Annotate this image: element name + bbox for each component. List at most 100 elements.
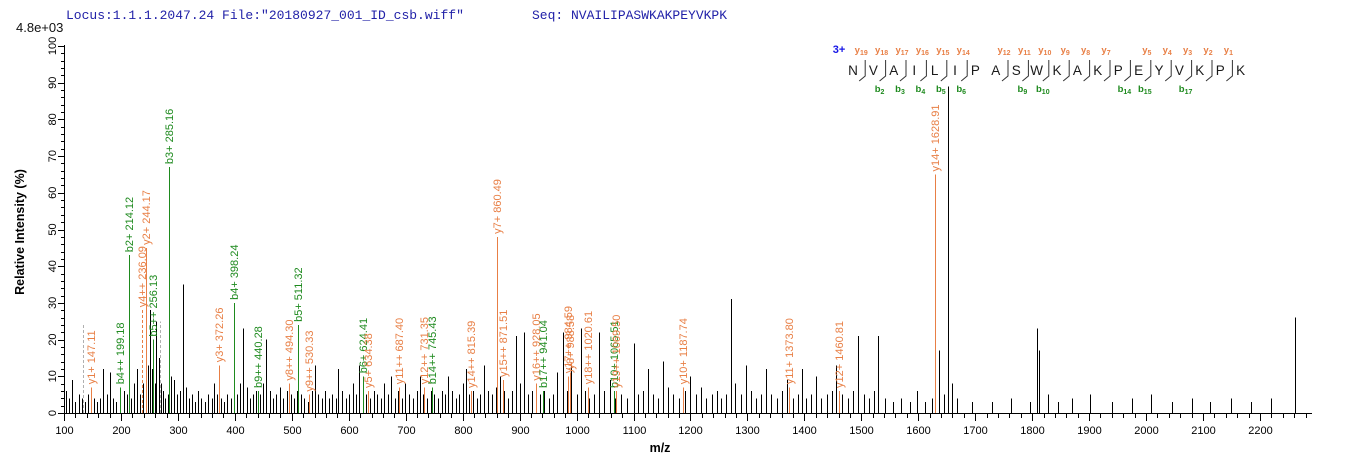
residue-8-A: A	[991, 63, 1000, 78]
y-ion-marker-y3: y3	[1183, 45, 1192, 57]
y-ion-marker-y10: y10	[1038, 45, 1051, 57]
x-tick-label: 1600	[906, 425, 930, 437]
peaks	[66, 86, 1296, 413]
cleavage-mark	[940, 60, 948, 82]
fragment-peak-label: b10+ 1065.51	[609, 320, 621, 388]
cleavage-mark	[1124, 60, 1131, 82]
x-tick-label: 600	[340, 425, 358, 437]
cleavage-mark	[1185, 60, 1193, 82]
x-tick-label: 900	[511, 425, 529, 437]
x-tick-label: 2100	[1191, 425, 1215, 437]
y-tick-label: 10	[47, 370, 59, 382]
y-tick-label: 40	[47, 260, 59, 272]
fragment-peak-label: b5++ 256.13	[148, 275, 160, 337]
fragment-peak-label: y19++ 1069.50	[611, 315, 623, 388]
fragment-peak-label: b17++ 941.04	[538, 320, 550, 388]
x-tick-label: 1300	[735, 425, 759, 437]
residue-6-I: I	[953, 63, 957, 78]
residue-13-K: K	[1093, 63, 1102, 78]
y-ion-marker-y4: y4	[1163, 45, 1172, 57]
residue-14-P: P	[1114, 63, 1123, 78]
fragment-peak-label: b3+ 285.16	[164, 109, 176, 164]
y-tick-label: 70	[47, 150, 59, 162]
b-ion-marker-b14: b14	[1118, 84, 1132, 96]
fragment-peak-label: y10+ 1187.74	[678, 318, 690, 384]
residue-11-K: K	[1052, 63, 1061, 78]
x-tick-label: 1900	[1077, 425, 1101, 437]
y-tick-label: 100	[47, 37, 59, 55]
y-ion-marker-y17: y17	[895, 45, 908, 57]
residue-3-A: A	[889, 63, 898, 78]
fragment-peak-label: b9++ 440.28	[253, 326, 265, 388]
precursor-charge-label: 3+	[833, 44, 846, 56]
x-tick-label: 1500	[849, 425, 873, 437]
fragment-peak-label: b5+ 511.32	[293, 267, 305, 322]
residue-1-N: N	[848, 63, 858, 78]
y-tick-label: 80	[47, 113, 59, 125]
fragment-peak-label: y9++ 530.33	[304, 330, 316, 391]
x-axis-title: m/z	[650, 441, 671, 455]
fragment-peak-label: b4++ 199.18	[115, 323, 127, 385]
x-tick-label: 300	[169, 425, 187, 437]
cleavage-mark	[858, 60, 866, 82]
y-ion-marker-y11: y11	[1018, 45, 1031, 57]
y-ion-marker-y14: y14	[957, 45, 970, 57]
residue-19-P: P	[1216, 63, 1225, 78]
cleavage-mark	[920, 60, 927, 82]
fragment-peak-label: y18++ 1020.61	[583, 311, 595, 384]
x-tick-label: 500	[283, 425, 301, 437]
x-tick-label: 2200	[1248, 425, 1272, 437]
y-tick-label: 30	[47, 297, 59, 309]
cleavage-mark	[1103, 60, 1111, 82]
x-tick-label: 1200	[678, 425, 702, 437]
x-tick-label: 2000	[1134, 425, 1158, 437]
cleavage-mark	[879, 60, 887, 82]
fragment-peak-label: y11+ 1373.80	[784, 318, 796, 384]
y-ion-marker-y2: y2	[1203, 45, 1212, 57]
x-tick-label: 700	[397, 425, 415, 437]
cleavage-mark	[1062, 60, 1070, 82]
cleavage-mark	[1083, 60, 1091, 82]
residue-20-K: K	[1236, 63, 1245, 78]
residue-17-V: V	[1175, 63, 1184, 78]
fragment-peak-label: y2+ 244.17	[141, 190, 153, 245]
y-tick-label: 20	[47, 333, 59, 345]
y-ion-marker-y7: y7	[1101, 45, 1110, 57]
b-ion-marker-b6: b6	[956, 84, 966, 96]
fragment-peak-label: y12++ 731.35	[419, 317, 431, 384]
cleavage-mark	[1001, 60, 1009, 82]
residue-12-A: A	[1073, 63, 1082, 78]
x-tick-label: 1400	[792, 425, 816, 437]
fragment-peak-label: y15++ 871.51	[498, 310, 510, 377]
cleavage-mark	[899, 60, 907, 82]
fragment-peak-label: b14++ 745.43	[427, 316, 439, 384]
y-ion-marker-y16: y16	[916, 45, 929, 57]
residue-15-E: E	[1134, 63, 1143, 78]
y-ion-marker-y8: y8	[1081, 45, 1090, 57]
fragment-peak-label: y17++ 984.59	[563, 306, 575, 373]
residue-10-W: W	[1030, 63, 1043, 78]
b-ion-marker-b15: b15	[1138, 84, 1152, 96]
fragment-peak-label: b2+ 214.12	[124, 197, 136, 252]
x-tick-label: 1100	[623, 425, 647, 437]
b-ion-marker-b3: b3	[895, 84, 905, 96]
cleavage-mark	[1164, 60, 1172, 82]
base-peak-intensity-label: 4.8e+03	[16, 20, 64, 35]
y-axis-title: Relative Intensity (%)	[13, 169, 27, 295]
x-tick-label: 400	[226, 425, 244, 437]
fragment-peak-label: y5+ 634.38	[363, 333, 375, 388]
fragment-peak-label: y12+ 1460.81	[834, 321, 846, 388]
residue-2-V: V	[869, 63, 878, 78]
fragment-peak-label: y11++ 687.40	[394, 318, 406, 384]
residue-18-K: K	[1195, 63, 1204, 78]
fragment-peak-label: y1+ 147.11	[86, 330, 98, 384]
fragment-peak-label: y4++ 236.09	[137, 246, 149, 307]
x-tick-label: 1000	[565, 425, 589, 437]
fragment-peak-label: y14+ 1628.91	[930, 104, 942, 171]
b-ion-marker-b9: b9	[1018, 84, 1028, 96]
b-ion-marker-b17: b17	[1179, 84, 1193, 96]
fragment-peak-label: y8++ 494.30	[284, 319, 296, 380]
